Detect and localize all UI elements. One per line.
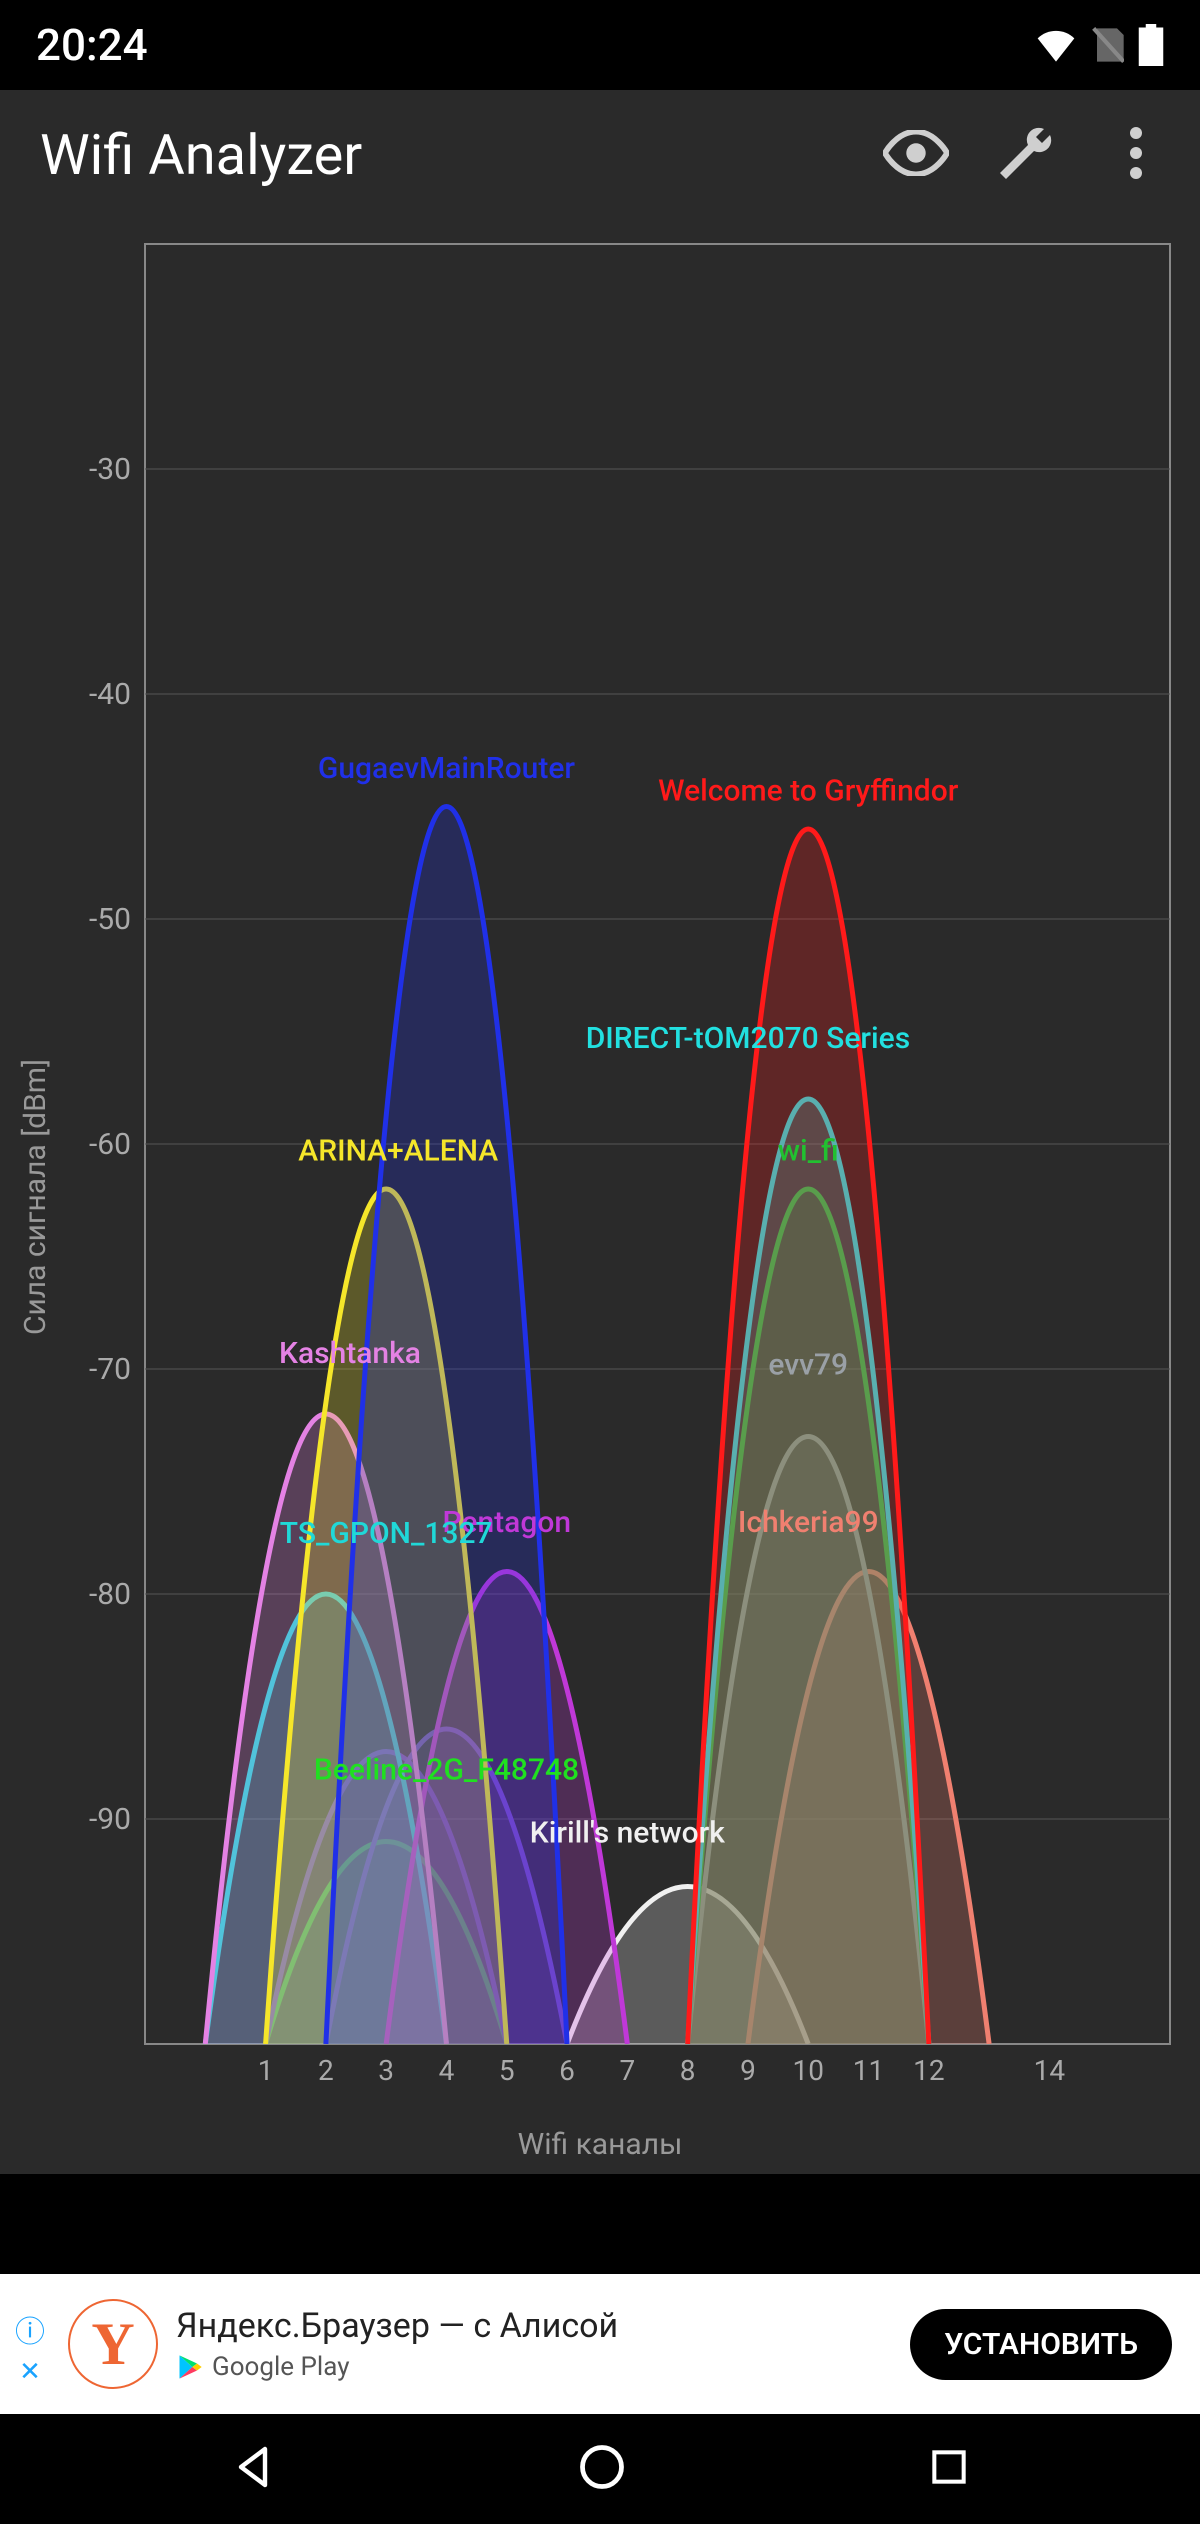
- network-label: DIRECT-tOM2070 Series: [586, 1021, 910, 1056]
- network-label: Beeline_2G_F48748: [314, 1752, 579, 1787]
- svg-text:-40: -40: [89, 677, 131, 712]
- ad-info-icon[interactable]: ⓘ: [15, 2307, 45, 2351]
- more-vert-icon: [1129, 127, 1143, 183]
- svg-text:-90: -90: [89, 1802, 131, 1837]
- svg-text:14: 14: [1034, 2054, 1066, 2087]
- ad-store: Google Play: [176, 2352, 910, 2382]
- no-sim-icon: [1090, 25, 1124, 65]
- network-label: GugaevMainRouter: [318, 751, 575, 786]
- svg-text:7: 7: [619, 2054, 635, 2087]
- status-time: 20:24: [36, 19, 148, 71]
- app-title: Wifi Analyzer: [40, 122, 886, 188]
- network-label: Ichkeria99: [738, 1505, 879, 1540]
- back-button[interactable]: [229, 2443, 277, 2495]
- network-label: Kirill's network: [530, 1815, 725, 1850]
- network-label: TS_GPON_1327: [280, 1516, 493, 1551]
- status-bar: 20:24: [0, 0, 1200, 90]
- network-label: evv79: [768, 1347, 848, 1382]
- network-label: wi_fi: [778, 1134, 839, 1169]
- svg-text:4: 4: [439, 2054, 455, 2087]
- recents-button[interactable]: [927, 2445, 971, 2493]
- install-button[interactable]: УСТАНОВИТЬ: [910, 2309, 1172, 2380]
- ad-title: Яндекс.Браузер — с Алисой: [176, 2306, 910, 2346]
- svg-text:3: 3: [378, 2054, 394, 2087]
- eye-icon: [883, 130, 949, 180]
- ad-store-label: Google Play: [212, 2352, 350, 2382]
- svg-text:1: 1: [258, 2054, 274, 2087]
- svg-text:9: 9: [740, 2054, 756, 2087]
- svg-text:-30: -30: [89, 452, 131, 487]
- network-label: Kashtanka: [279, 1336, 421, 1371]
- svg-text:12: 12: [913, 2054, 944, 2087]
- view-button[interactable]: [886, 125, 946, 185]
- svg-text:-80: -80: [89, 1577, 131, 1612]
- tools-button[interactable]: [996, 125, 1056, 185]
- home-button[interactable]: [576, 2441, 628, 2497]
- app-bar: Wifi Analyzer: [0, 90, 1200, 220]
- svg-text:10: 10: [792, 2054, 823, 2087]
- ad-close-icon[interactable]: ✕: [19, 2357, 41, 2387]
- svg-text:6: 6: [559, 2054, 575, 2087]
- network-label: Welcome to Gryffindor: [658, 774, 959, 809]
- y-axis-label: Сила сигнала [dBm]: [18, 1059, 53, 1335]
- network-label: ARINA+ALENA: [298, 1134, 498, 1169]
- wifi-channel-chart: Сила сигнала [dBm] -30 -40 -50 -60 -70 -80 -90…: [0, 220, 1200, 2174]
- svg-text:-50: -50: [89, 902, 131, 937]
- menu-button[interactable]: [1106, 125, 1166, 185]
- wrench-icon: [996, 123, 1056, 187]
- ad-app-logo: Y: [68, 2299, 158, 2389]
- svg-text:2: 2: [318, 2054, 334, 2087]
- chart-svg: -30 -40 -50 -60 -70 -80 -90 GugaevMainRouter Wel…: [0, 220, 1200, 2174]
- ad-banner[interactable]: ⓘ ✕ Y Яндекс.Браузер — с Алисой Google P…: [0, 2274, 1200, 2414]
- svg-text:-60: -60: [89, 1127, 131, 1162]
- svg-text:11: 11: [853, 2054, 884, 2087]
- system-nav-bar: [0, 2414, 1200, 2524]
- battery-icon: [1138, 24, 1164, 66]
- wifi-icon: [1036, 28, 1076, 62]
- status-icons: [1036, 24, 1164, 66]
- x-axis-label: Wifi каналы: [0, 2127, 1200, 2162]
- svg-text:8: 8: [680, 2054, 696, 2087]
- svg-text:5: 5: [499, 2054, 515, 2087]
- google-play-icon: [176, 2353, 204, 2381]
- svg-text:-70: -70: [89, 1352, 131, 1387]
